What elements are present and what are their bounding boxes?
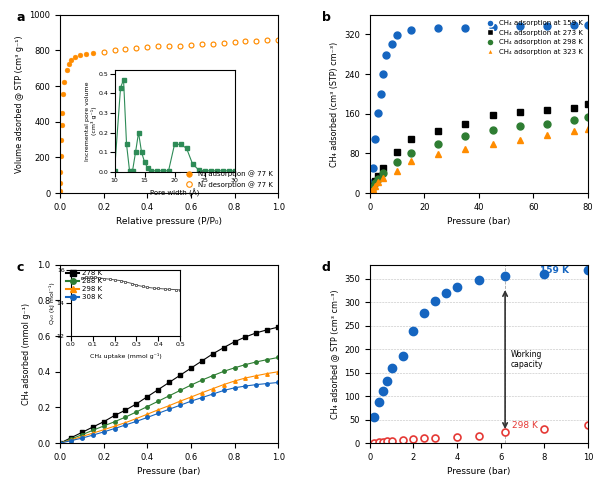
Legend: N₂ adsorption @ 77 K, N₂ desorption @ 77 K: N₂ adsorption @ 77 K, N₂ desorption @ 77… bbox=[179, 169, 275, 190]
Text: Working
capacity: Working capacity bbox=[511, 350, 543, 369]
Legend: 278 K, 288 K, 298 K, 308 K: 278 K, 288 K, 298 K, 308 K bbox=[64, 268, 104, 302]
X-axis label: Pressure (bar): Pressure (bar) bbox=[137, 468, 201, 476]
Text: b: b bbox=[322, 11, 331, 24]
Text: 298 K: 298 K bbox=[512, 421, 538, 430]
X-axis label: Pressure (bar): Pressure (bar) bbox=[447, 218, 511, 226]
Y-axis label: CH₄ adsorbed (mmol g⁻¹): CH₄ adsorbed (mmol g⁻¹) bbox=[22, 303, 31, 405]
X-axis label: Relative pressure (P/P₀): Relative pressure (P/P₀) bbox=[116, 218, 222, 226]
Y-axis label: Volume adsorbed @ STP (cm³ g⁻¹): Volume adsorbed @ STP (cm³ g⁻¹) bbox=[15, 35, 24, 173]
Text: c: c bbox=[16, 261, 24, 274]
Text: 159 K: 159 K bbox=[540, 265, 569, 275]
Text: a: a bbox=[16, 11, 25, 24]
Y-axis label: CH₄ adsorbed (cm³ (STP) cm⁻³): CH₄ adsorbed (cm³ (STP) cm⁻³) bbox=[329, 41, 338, 167]
Text: d: d bbox=[322, 261, 331, 274]
Y-axis label: CH₄ adsorbed @ STP (cm³ cm⁻³): CH₄ adsorbed @ STP (cm³ cm⁻³) bbox=[329, 289, 338, 419]
X-axis label: Pressure (bar): Pressure (bar) bbox=[447, 468, 511, 476]
Legend: CH₄ adsorption at 159 K, CH₄ adsorption at 273 K, CH₄ adsorption at 298 K, CH₄ a: CH₄ adsorption at 159 K, CH₄ adsorption … bbox=[481, 18, 584, 56]
